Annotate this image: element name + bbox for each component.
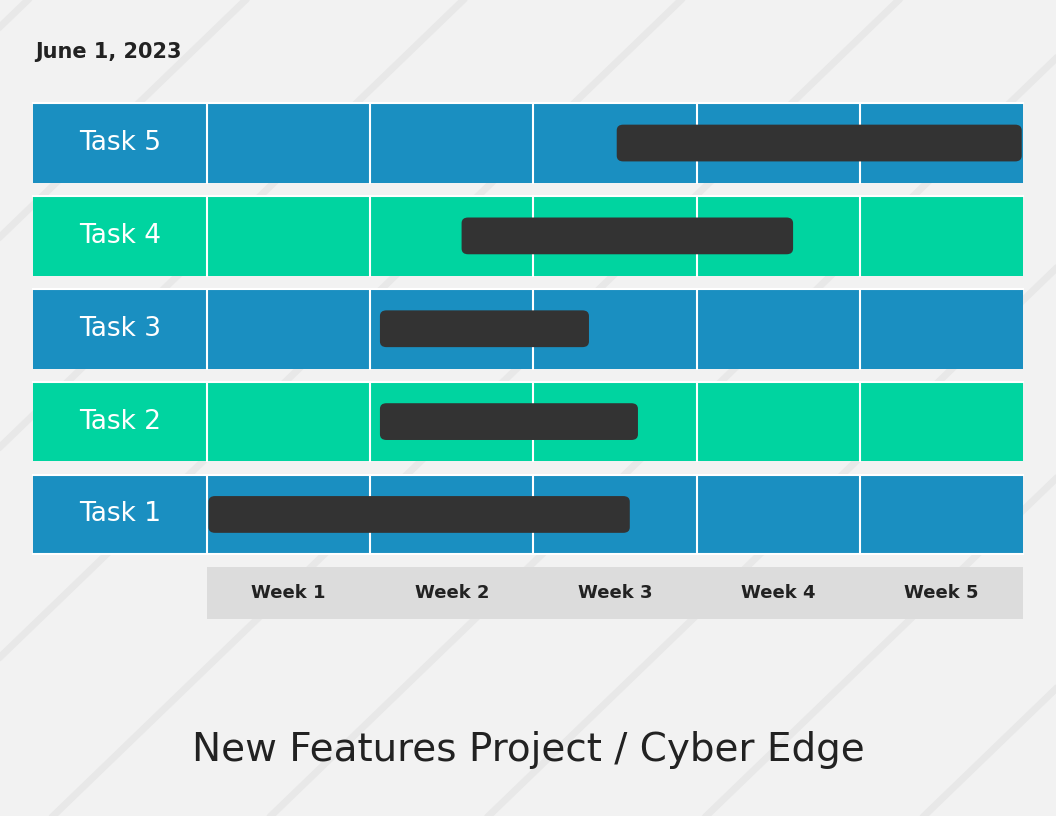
Text: Task 5: Task 5: [79, 130, 161, 156]
Text: Week 2: Week 2: [415, 584, 489, 602]
FancyBboxPatch shape: [380, 403, 638, 440]
Text: Week 1: Week 1: [251, 584, 325, 602]
Text: Task 2: Task 2: [79, 409, 161, 435]
Text: New Features Project / Cyber Edge: New Features Project / Cyber Edge: [191, 731, 865, 769]
Text: Week 3: Week 3: [578, 584, 653, 602]
Text: Task 1: Task 1: [79, 502, 161, 527]
Text: Task 3: Task 3: [79, 316, 161, 342]
Bar: [33, 382, 1023, 462]
Bar: [33, 196, 1023, 276]
Text: June 1, 2023: June 1, 2023: [35, 42, 182, 61]
Bar: [33, 475, 1023, 554]
FancyBboxPatch shape: [461, 218, 793, 255]
FancyBboxPatch shape: [617, 125, 1022, 162]
FancyBboxPatch shape: [380, 310, 589, 347]
FancyBboxPatch shape: [208, 496, 629, 533]
Text: Week 4: Week 4: [741, 584, 815, 602]
Bar: [33, 103, 1023, 183]
Bar: [33, 289, 1023, 369]
Text: Week 5: Week 5: [904, 584, 979, 602]
Bar: [207, 567, 1023, 619]
Text: Task 4: Task 4: [79, 223, 161, 249]
